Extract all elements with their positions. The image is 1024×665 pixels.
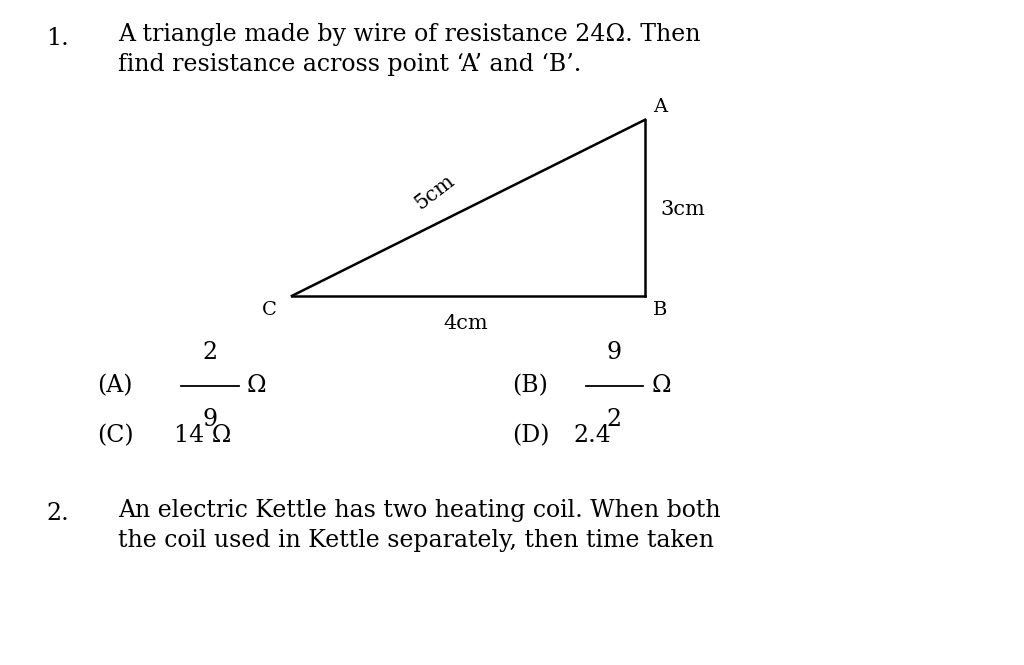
Text: (A): (A) (97, 374, 133, 397)
Text: (C): (C) (97, 424, 134, 447)
Text: 2: 2 (607, 408, 622, 431)
Text: An electric Kettle has two heating coil. When both: An electric Kettle has two heating coil.… (118, 499, 721, 522)
Text: 5cm: 5cm (411, 171, 458, 213)
Text: 2: 2 (203, 340, 217, 364)
Text: B: B (653, 301, 668, 319)
Text: Ω: Ω (247, 374, 266, 397)
Text: (B): (B) (512, 374, 548, 397)
Text: Ω: Ω (651, 374, 671, 397)
Text: the coil used in Kettle separately, then time taken: the coil used in Kettle separately, then… (118, 529, 714, 552)
Text: 4cm: 4cm (443, 314, 488, 333)
Text: 9: 9 (203, 408, 217, 431)
Text: 9: 9 (607, 340, 622, 364)
Text: A triangle made by wire of resistance 24Ω. Then: A triangle made by wire of resistance 24… (118, 23, 700, 47)
Text: 2.4: 2.4 (573, 424, 611, 447)
Text: 2.: 2. (46, 502, 69, 525)
Text: A: A (653, 98, 668, 116)
Text: (D): (D) (512, 424, 550, 447)
Text: C: C (261, 301, 276, 319)
Text: 1.: 1. (46, 27, 69, 50)
Text: find resistance across point ‘A’ and ‘B’.: find resistance across point ‘A’ and ‘B’… (118, 53, 582, 76)
Text: 14 Ω: 14 Ω (174, 424, 231, 447)
Text: 3cm: 3cm (660, 200, 706, 219)
